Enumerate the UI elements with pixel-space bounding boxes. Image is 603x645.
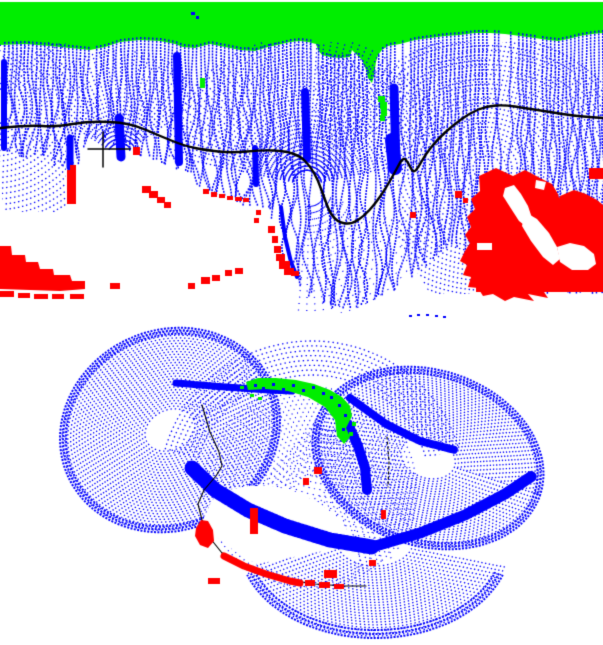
field-line-figure-canvas bbox=[0, 0, 603, 645]
field-line-figure bbox=[0, 0, 603, 645]
